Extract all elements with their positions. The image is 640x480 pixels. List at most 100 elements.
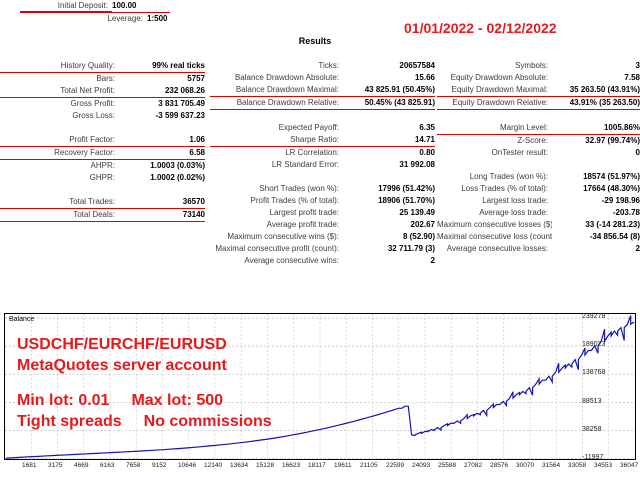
- x-axis-tick: 3175: [48, 462, 63, 469]
- stat-row: Profit Factor: 1.06: [0, 134, 205, 147]
- stat-label: Total Net Profit:: [60, 86, 115, 95]
- stat-label: Gross Loss:: [72, 111, 115, 120]
- stat-label: Equity Drawdown Absolute:: [450, 73, 548, 82]
- stat-label: Largest loss trade:: [482, 196, 548, 205]
- stat-label: Long Trades (won %):: [469, 172, 548, 181]
- stat-value: 33 (-14 281.23): [585, 220, 640, 229]
- y-axis-tick: 239278: [582, 313, 606, 320]
- stat-row: Maximum consecutive losses ($): 33 (-14 2…: [437, 219, 640, 231]
- stats-column-right: Symbols: 3 Equity Drawdown Absolute: 7.58 Eq…: [437, 60, 640, 255]
- stat-row: Balance Drawdown Absolute: 15.66: [210, 72, 435, 84]
- stat-row: Z-Score: 32.97 (99.74%): [437, 135, 640, 147]
- x-axis-tick: 21105: [360, 462, 378, 469]
- x-axis-tick: 27082: [464, 462, 483, 469]
- stat-row: Balance Drawdown Relative: 50.45% (43 825…: [210, 97, 435, 110]
- stat-value: 1.0002 (0.02%): [150, 173, 205, 182]
- stat-value: 31 992.08: [399, 160, 435, 169]
- stat-value: 5757: [187, 74, 205, 83]
- stats-column-middle: Ticks: 20657584 Balance Drawdown Absolute:…: [210, 60, 435, 267]
- stat-value: 15.66: [414, 73, 435, 82]
- stat-value: 73140: [182, 210, 205, 219]
- x-axis-tick: 24093: [412, 462, 431, 469]
- stat-row: Bars: 5757: [0, 73, 205, 85]
- stat-label: Loss Trades (% of total):: [461, 184, 548, 193]
- x-axis-tick: 36047: [620, 462, 639, 469]
- stat-value: 14.71: [414, 135, 435, 144]
- stat-row: Ticks: 20657584: [210, 60, 435, 72]
- stat-label: Bars:: [96, 74, 115, 83]
- x-axis-tick: 7658: [126, 462, 141, 469]
- stat-value: 1005.86%: [603, 123, 640, 132]
- stat-row: Profit Trades (% of total): 18906 (51.70%…: [210, 195, 435, 207]
- stat-value: 17996 (51.42%): [378, 184, 435, 193]
- stat-row: Largest loss trade: -29 198.96: [437, 195, 640, 207]
- stat-row: Gross Profit: 3 831 705.49: [0, 98, 205, 110]
- stat-row: Equity Drawdown Absolute: 7.58: [437, 72, 640, 84]
- stat-row: Sharpe Ratio: 14.71: [210, 134, 435, 147]
- stat-value: 20657584: [399, 61, 435, 70]
- x-axis-tick: 16623: [282, 462, 301, 469]
- y-axis-tick: 138768: [582, 369, 606, 377]
- stat-value: 32 711.79 (3): [387, 244, 435, 253]
- stat-row: Average consecutive wins: 2: [210, 255, 435, 267]
- stat-row: Largest profit trade: 25 139.49: [210, 207, 435, 219]
- stat-label: Average profit trade:: [266, 220, 339, 229]
- x-axis-tick: 1681: [22, 462, 37, 469]
- stat-row: Maximal consecutive loss (count): -34 856…: [437, 231, 640, 243]
- stat-label: Maximal consecutive profit (count):: [215, 244, 339, 253]
- stat-value: 99% real ticks: [152, 61, 205, 70]
- overlay-lots: Min lot: 0.01 Max lot: 500: [17, 390, 272, 411]
- x-axis-tick: 28576: [490, 462, 509, 469]
- results-title: Results: [298, 36, 332, 46]
- balance-chart[interactable]: Balance USDCHF/EURCHF/EURUSD MetaQuotes …: [4, 313, 636, 461]
- stat-value: 50.45% (43 825.91): [364, 98, 435, 107]
- x-axis-tick: 22599: [386, 462, 405, 469]
- chart-y-axis: 239278 189023 138768 88513 38258 -11997: [578, 313, 640, 463]
- stat-row: Average loss trade: -203.78: [437, 207, 640, 219]
- stat-label: Equity Drawdown Maximal:: [451, 85, 548, 94]
- stat-value: 32.97 (99.74%): [585, 136, 640, 145]
- stat-label: Maximal consecutive loss (count):: [437, 232, 552, 241]
- stat-row: Total Trades: 36570: [0, 196, 205, 209]
- stat-row: Maximum consecutive wins ($): 8 (52.90): [210, 231, 435, 243]
- row-spacer: [0, 122, 205, 134]
- row-spacer: [437, 159, 640, 171]
- stat-value: 18906 (51.70%): [378, 196, 435, 205]
- overlay-max-lot: Max lot: 500: [131, 392, 224, 409]
- stat-label: Maximum consecutive wins ($):: [227, 232, 339, 241]
- stat-value: 18574 (51.97%): [583, 172, 640, 181]
- stat-label: LR Correlation:: [285, 148, 339, 157]
- header-stat-row: Leverage: 1:500: [0, 13, 205, 25]
- balance-curve-plot: [5, 314, 635, 461]
- stat-value: 1.06: [189, 135, 205, 144]
- stat-value: 232 068.26: [164, 86, 205, 95]
- stat-label: OnTester result:: [491, 148, 548, 157]
- stat-label: LR Standard Error:: [271, 160, 339, 169]
- stat-label: Largest profit trade:: [269, 208, 339, 217]
- stat-row: Recovery Factor: 6.58: [0, 147, 205, 160]
- stat-label: GHPR:: [89, 173, 115, 182]
- stat-value: 2: [430, 256, 435, 265]
- stat-value: 0.80: [419, 148, 435, 157]
- stat-row: AHPR: 1.0003 (0.03%): [0, 160, 205, 172]
- stat-label: Gross Profit:: [70, 99, 115, 108]
- stat-row: Long Trades (won %): 18574 (51.97%): [437, 171, 640, 183]
- stat-label: Total Deals:: [73, 210, 115, 219]
- stat-label: Short Trades (won %):: [259, 184, 339, 193]
- stat-row: Equity Drawdown Relative: 43.91% (35 263.…: [437, 97, 640, 110]
- header-stat-label: Initial Deposit:: [20, 0, 112, 12]
- stats-column-left: History Quality: 99% real ticks Bars: 5757 T…: [0, 60, 205, 222]
- x-axis-tick: 6163: [100, 462, 115, 469]
- x-axis-tick: 34553: [594, 462, 613, 469]
- row-spacer: [437, 110, 640, 122]
- stat-row: Average profit trade: 202.67: [210, 219, 435, 231]
- stat-row: GHPR: 1.0002 (0.02%): [0, 172, 205, 184]
- stat-value: 7.58: [624, 73, 640, 82]
- x-axis-tick: 9152: [152, 462, 167, 469]
- x-axis-tick: 19611: [334, 462, 352, 469]
- header-stat-label: Leverage:: [107, 14, 143, 23]
- chart-x-axis: 0168131754669616376589152106461214013634…: [0, 462, 640, 476]
- stat-value: 35 263.50 (43.91%): [569, 85, 640, 94]
- stat-label: Balance Drawdown Absolute:: [234, 73, 339, 82]
- stat-value: -203.78: [612, 208, 640, 217]
